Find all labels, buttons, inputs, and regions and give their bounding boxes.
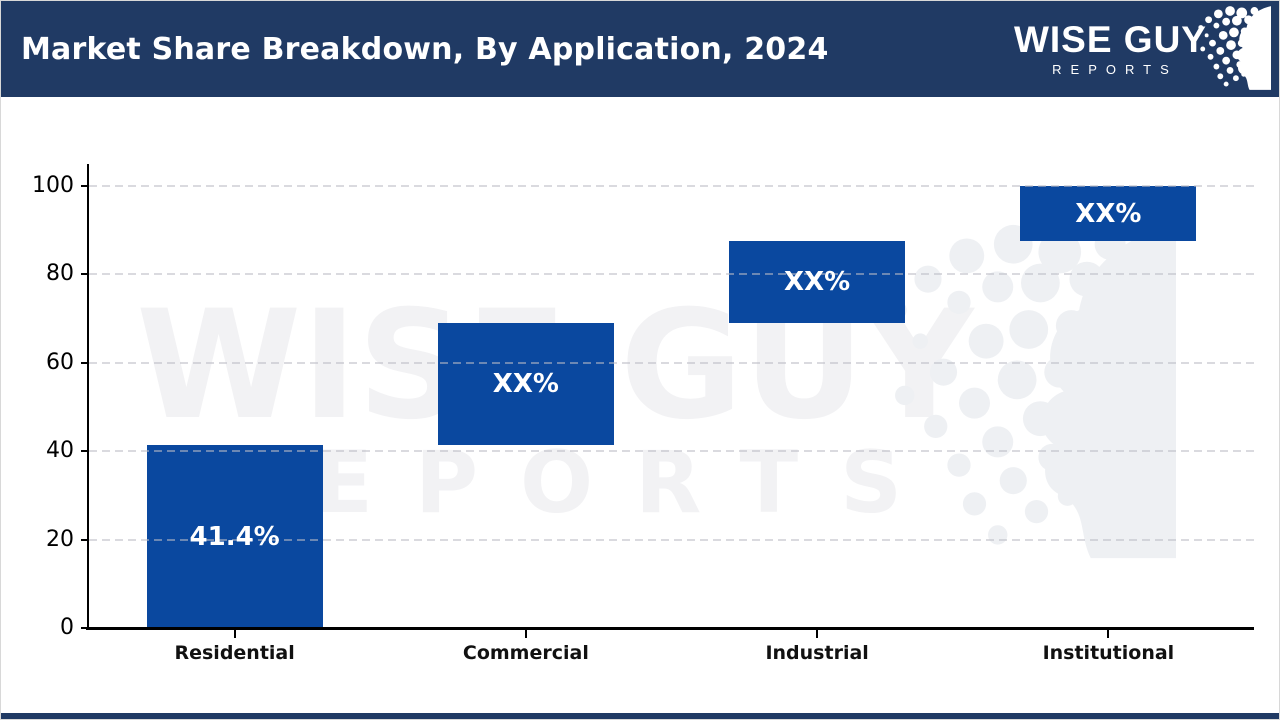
y-tick-20 bbox=[81, 538, 89, 541]
y-tick-label-40: 40 bbox=[46, 438, 74, 464]
y-tick-80 bbox=[81, 273, 89, 276]
header-bar: Market Share Breakdown, By Application, … bbox=[1, 1, 1279, 97]
footer-bar bbox=[1, 713, 1279, 719]
x-tick-institutional bbox=[1107, 630, 1110, 638]
logo-text: WISE GUY REPORTS bbox=[1014, 19, 1207, 77]
category-label-residential: Residential bbox=[174, 642, 295, 664]
gridline-80 bbox=[89, 273, 1254, 276]
logo-wordmark: WISE GUY bbox=[1013, 19, 1207, 60]
y-tick-label-0: 0 bbox=[60, 615, 74, 640]
gridline-100 bbox=[89, 185, 1254, 188]
page-title: Market Share Breakdown, By Application, … bbox=[21, 31, 829, 67]
bar-label-industrial: XX% bbox=[784, 267, 851, 298]
gridline-20 bbox=[89, 538, 1254, 541]
gridline-40 bbox=[89, 450, 1254, 453]
bar-label-institutional: XX% bbox=[1075, 198, 1142, 229]
x-tick-industrial bbox=[816, 630, 819, 638]
logo-subtext: REPORTS bbox=[1052, 62, 1178, 77]
y-tick-40 bbox=[81, 450, 89, 453]
bar-institutional bbox=[1020, 186, 1197, 242]
gridline-60 bbox=[89, 361, 1254, 364]
watermark-dotted-head-icon bbox=[887, 224, 1176, 559]
x-tick-residential bbox=[233, 630, 236, 638]
y-tick-label-100: 100 bbox=[32, 173, 74, 199]
category-label-institutional: Institutional bbox=[1042, 642, 1175, 664]
x-axis-line bbox=[86, 627, 1254, 630]
y-axis-line bbox=[87, 164, 89, 630]
bar-label-commercial: XX% bbox=[492, 369, 559, 400]
y-tick-60 bbox=[81, 361, 89, 364]
category-label-commercial: Commercial bbox=[462, 642, 589, 664]
bar-commercial bbox=[437, 323, 614, 446]
x-tick-commercial bbox=[524, 630, 527, 638]
bar-label-residential: 41.4% bbox=[189, 521, 280, 552]
wiseguy-face-icon bbox=[1198, 6, 1271, 90]
bar-industrial bbox=[729, 241, 906, 324]
y-tick-100 bbox=[81, 185, 89, 188]
y-tick-0 bbox=[81, 627, 89, 629]
bar-residential bbox=[146, 445, 323, 628]
wiseguy-logo: WISE GUY REPORTS bbox=[1014, 5, 1271, 91]
y-tick-label-60: 60 bbox=[46, 349, 74, 375]
y-tick-label-80: 80 bbox=[46, 261, 74, 287]
category-label-industrial: Industrial bbox=[765, 642, 869, 664]
y-tick-label-20: 20 bbox=[46, 526, 74, 552]
